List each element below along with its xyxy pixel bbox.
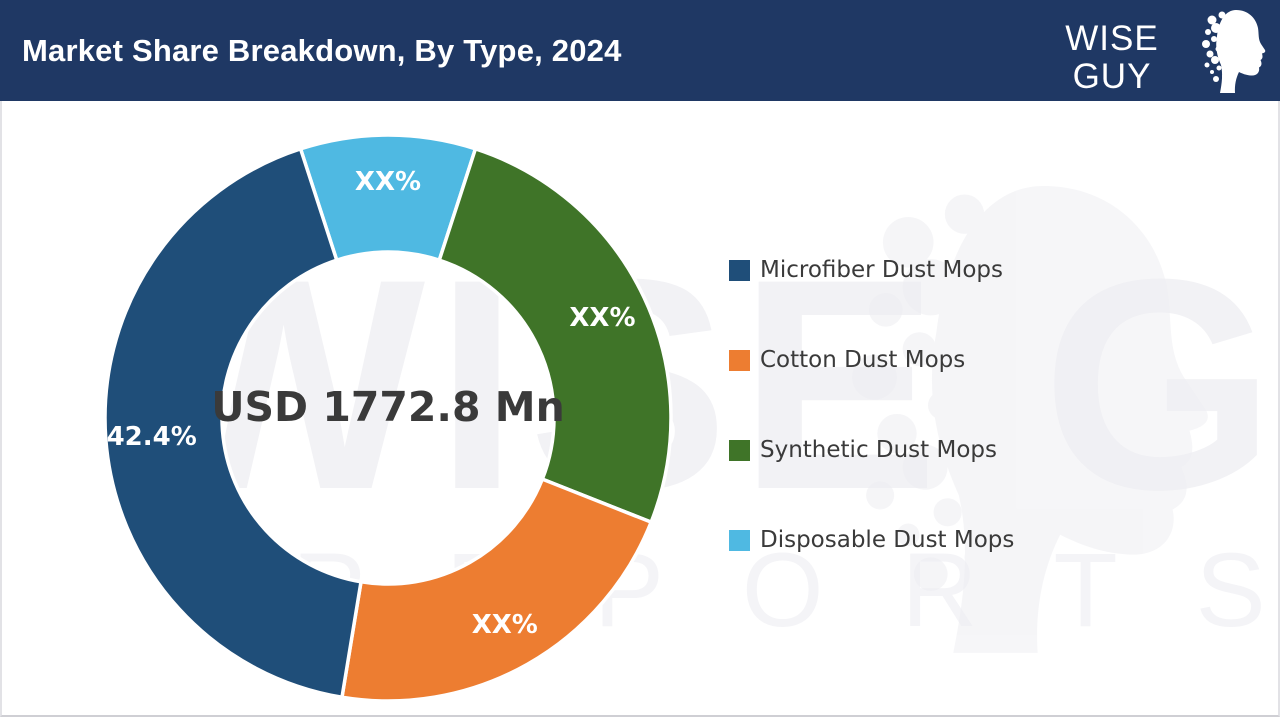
legend-label: Microfiber Dust Mops [760,257,1004,283]
face-profile-icon [1202,10,1266,93]
legend-item-disposable[interactable]: Disposable Dust Mops [729,528,1014,552]
slice-percentage-label: 42.4% [107,422,197,452]
donut-slice-cotton-dust-mops[interactable] [340,477,653,703]
legend-label: Synthetic Dust Mops [760,437,997,463]
legend-label: Disposable Dust Mops [760,527,1015,553]
donut-slice-synthetic-dust-mops[interactable] [437,147,673,524]
slice-percentage-label: XX% [472,610,538,640]
donut-center-value: USD 1772.8 Mn [211,383,565,431]
logo-subtitle: REPORTS [1052,98,1178,113]
chart-canvas: WISE GUY REPORTS XX%XX%XX%42.4% USD 1772… [0,101,1280,717]
header-bar: Market Share Breakdown, By Type, 2024 WI… [0,0,1280,113]
donut-slice-microfiber-dust-mops[interactable] [103,147,363,699]
logo-text: WISE GUY REPORTS [1026,19,1198,114]
legend-swatch-synthetic [729,439,750,461]
legend-swatch-disposable [729,529,750,551]
slice-percentage-label: XX% [569,303,635,333]
legend-label: Cotton Dust Mops [760,347,966,373]
legend-item-cotton[interactable]: Cotton Dust Mops [729,348,1014,372]
legend-item-microfiber[interactable]: Microfiber Dust Mops [729,258,1014,282]
legend-swatch-microfiber [729,259,750,281]
logo-wordmark: WISE GUY [1065,19,1159,96]
chart-legend: Microfiber Dust Mops Cotton Dust Mops Sy… [729,258,1014,618]
wise-guy-logo: WISE GUY REPORTS [1026,6,1266,113]
page-title: Market Share Breakdown, By Type, 2024 [22,32,622,68]
slice-percentage-label: XX% [355,167,421,197]
donut-chart: XX% XX% XX% 42.4% [103,133,673,703]
legend-item-synthetic[interactable]: Synthetic Dust Mops [729,438,1014,462]
legend-swatch-cotton [729,349,750,371]
